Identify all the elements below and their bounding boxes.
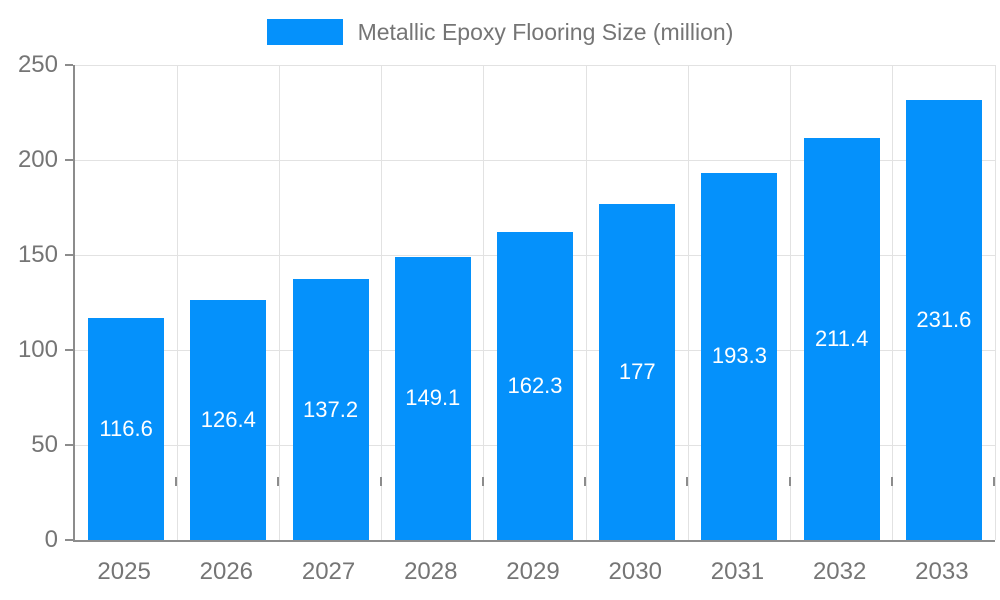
- bar-value-label: 231.6: [916, 306, 972, 332]
- y-axis-label: 200: [17, 146, 58, 173]
- legend-swatch: [266, 19, 343, 45]
- x-axis-label: 2033: [915, 558, 969, 585]
- x-axis-tick: [993, 477, 995, 486]
- bar-value-label: 137.2: [303, 396, 359, 422]
- bar[interactable]: 116.6: [88, 318, 165, 540]
- x-axis-label: 2031: [710, 558, 765, 585]
- gridline-vertical: [994, 65, 996, 540]
- gridline-vertical: [687, 65, 689, 540]
- gridline-vertical: [585, 65, 587, 540]
- bar[interactable]: 162.3: [497, 231, 573, 540]
- gridline-vertical: [278, 65, 280, 540]
- y-axis-tick: [65, 64, 73, 66]
- x-axis-tick: [686, 477, 689, 486]
- bar[interactable]: 177: [599, 203, 676, 540]
- y-axis-tick: [65, 254, 73, 256]
- x-axis-tick: [890, 477, 893, 486]
- y-axis-tick: [65, 444, 73, 446]
- bar[interactable]: 211.4: [803, 138, 880, 540]
- x-axis-tick: [175, 477, 178, 486]
- plot-area: 116.6 126.4 137.2 149.1 162.3 177 193.3 211.4 23…: [65, 64, 996, 542]
- bar[interactable]: 149.1: [394, 256, 471, 540]
- gridline-vertical: [790, 65, 792, 540]
- y-axis-label: 150: [17, 241, 58, 268]
- x-axis-tick: [277, 477, 280, 486]
- x-axis-tick: [73, 477, 75, 486]
- bar[interactable]: 193.3: [701, 172, 778, 540]
- bar[interactable]: 137.2: [292, 279, 369, 540]
- legend[interactable]: Metallic Epoxy Flooring Size (million): [0, 17, 1000, 47]
- y-axis-label: 50: [31, 431, 58, 458]
- bar-value-label: 126.4: [200, 406, 256, 432]
- bar-value-label: 193.3: [711, 343, 767, 369]
- x-axis-label: 2029: [506, 558, 560, 585]
- x-axis-label: 2025: [97, 558, 151, 585]
- gridline-horizontal: [75, 159, 995, 161]
- gridline-vertical: [176, 65, 178, 540]
- x-axis-label: 2027: [301, 558, 356, 585]
- bar-value-label: 211.4: [814, 326, 869, 352]
- x-axis-tick: [481, 477, 484, 486]
- gridline-horizontal: [75, 64, 995, 66]
- bar-value-label: 149.1: [405, 385, 461, 411]
- x-axis-tick: [584, 477, 587, 486]
- bar-value-label: 177: [618, 358, 656, 384]
- gridline-vertical: [892, 65, 894, 540]
- x-axis-label: 2032: [812, 558, 867, 585]
- bar[interactable]: 231.6: [905, 99, 982, 540]
- bar-value-label: 162.3: [507, 372, 563, 398]
- gridline-vertical: [381, 65, 383, 540]
- y-axis-label: 250: [17, 51, 58, 78]
- bar-value-label: 116.6: [99, 416, 153, 442]
- x-axis-label: 2030: [608, 558, 662, 585]
- y-axis-tick: [65, 539, 73, 541]
- legend-label: Metallic Epoxy Flooring Size (million): [357, 18, 734, 45]
- y-axis-tick: [65, 349, 73, 351]
- y-axis-tick: [65, 159, 73, 161]
- x-axis-tick: [379, 477, 382, 486]
- bar[interactable]: 126.4: [190, 299, 267, 540]
- y-axis-label: 0: [44, 526, 58, 553]
- gridline-vertical: [483, 65, 485, 540]
- x-axis-tick: [788, 477, 791, 486]
- x-axis-label: 2026: [199, 558, 254, 585]
- y-axis-label: 100: [17, 336, 58, 363]
- x-axis-label: 2028: [404, 558, 458, 585]
